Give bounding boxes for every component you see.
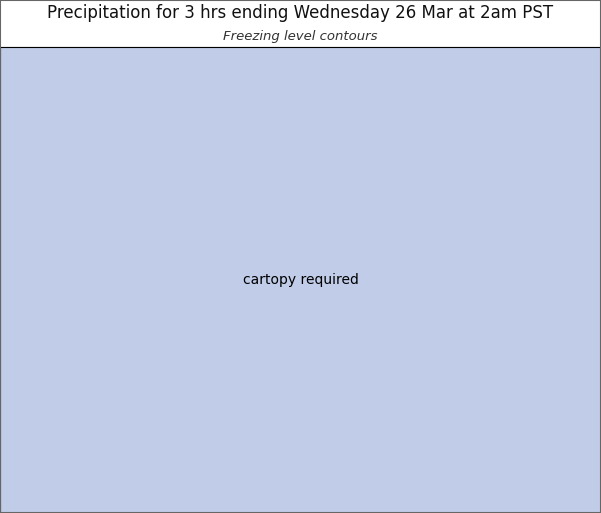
Text: Freezing level contours: Freezing level contours [223,30,378,43]
Text: cartopy required: cartopy required [243,273,358,287]
Text: Precipitation for 3 hrs ending Wednesday 26 Mar at 2am PST: Precipitation for 3 hrs ending Wednesday… [47,4,554,22]
